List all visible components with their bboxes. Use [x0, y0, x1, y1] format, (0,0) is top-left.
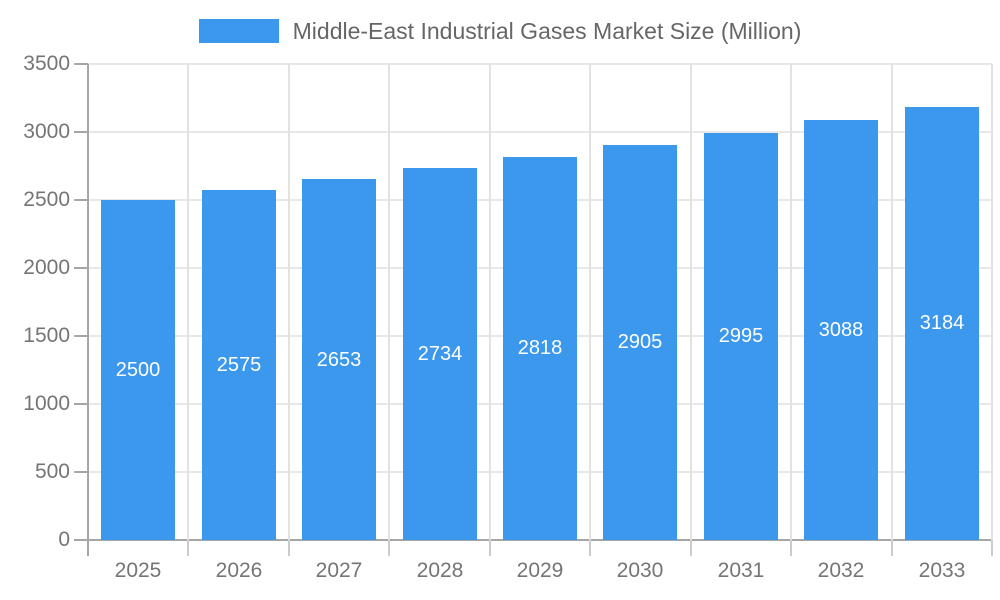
- y-axis-tick: [74, 199, 88, 201]
- x-gridline: [187, 64, 189, 540]
- bar-value-label: 2500: [115, 359, 161, 381]
- x-tick-label: 2028: [416, 559, 464, 582]
- x-axis-tick: [489, 540, 491, 556]
- legend[interactable]: Middle-East Industrial Gases Market Size…: [0, 17, 1000, 45]
- y-axis-tick: [74, 63, 88, 65]
- x-tick-label: 2032: [817, 559, 865, 582]
- y-tick-label: 500: [34, 460, 70, 483]
- x-axis-tick: [991, 540, 993, 556]
- x-axis-tick: [690, 540, 692, 556]
- x-gridline: [489, 64, 491, 540]
- y-tick-label: 3000: [23, 120, 70, 143]
- x-axis-tick: [891, 540, 893, 556]
- x-tick-label: 2025: [114, 559, 162, 582]
- y-gridline: [88, 131, 992, 133]
- y-axis-tick: [74, 131, 88, 133]
- x-gridline: [690, 64, 692, 540]
- bar-value-label: 3088: [818, 319, 864, 341]
- y-tick-label: 0: [58, 528, 70, 551]
- y-axis-tick: [74, 335, 88, 337]
- bar-value-label: 2818: [517, 337, 563, 359]
- x-tick-label: 2030: [616, 559, 664, 582]
- y-axis-tick: [74, 471, 88, 473]
- bar-value-label: 2995: [718, 325, 764, 347]
- legend-swatch: [198, 19, 279, 43]
- x-gridline: [388, 64, 390, 540]
- x-axis-line: [74, 539, 992, 541]
- x-axis-tick: [187, 540, 189, 556]
- bar-value-label: 2905: [617, 331, 663, 353]
- y-tick-label: 1500: [23, 324, 70, 347]
- x-gridline: [790, 64, 792, 540]
- bar-2027[interactable]: [302, 179, 376, 540]
- y-tick-label: 3500: [23, 52, 70, 75]
- bar-2025[interactable]: [101, 200, 175, 540]
- x-tick-label: 2033: [918, 559, 966, 582]
- x-gridline: [288, 64, 290, 540]
- bar-2031[interactable]: [704, 133, 778, 540]
- x-axis-tick: [790, 540, 792, 556]
- x-gridline: [991, 64, 993, 540]
- y-tick-label: 2500: [23, 188, 70, 211]
- bar-2026[interactable]: [202, 190, 276, 540]
- x-axis-tick: [388, 540, 390, 556]
- x-tick-label: 2026: [215, 559, 263, 582]
- bar-2029[interactable]: [503, 157, 577, 540]
- x-tick-label: 2031: [717, 559, 765, 582]
- y-tick-label: 2000: [23, 256, 70, 279]
- x-tick-label: 2027: [315, 559, 363, 582]
- bar-2033[interactable]: [905, 107, 979, 540]
- y-gridline: [88, 63, 992, 65]
- y-axis-line: [87, 64, 89, 556]
- bar-value-label: 2575: [216, 354, 262, 376]
- bar-2032[interactable]: [804, 120, 878, 540]
- bar-value-label: 3184: [919, 312, 965, 334]
- bar-2030[interactable]: [603, 145, 677, 540]
- x-gridline: [589, 64, 591, 540]
- legend-series-label: Middle-East Industrial Gases Market Size…: [292, 18, 802, 44]
- y-axis-tick: [74, 403, 88, 405]
- x-axis-tick: [288, 540, 290, 556]
- x-axis-tick: [589, 540, 591, 556]
- bar-2028[interactable]: [403, 168, 477, 540]
- y-tick-label: 1000: [23, 392, 70, 415]
- bar-value-label: 2653: [316, 349, 362, 371]
- bar-value-label: 2734: [417, 343, 463, 365]
- y-axis-tick: [74, 267, 88, 269]
- x-gridline: [891, 64, 893, 540]
- x-tick-label: 2029: [516, 559, 564, 582]
